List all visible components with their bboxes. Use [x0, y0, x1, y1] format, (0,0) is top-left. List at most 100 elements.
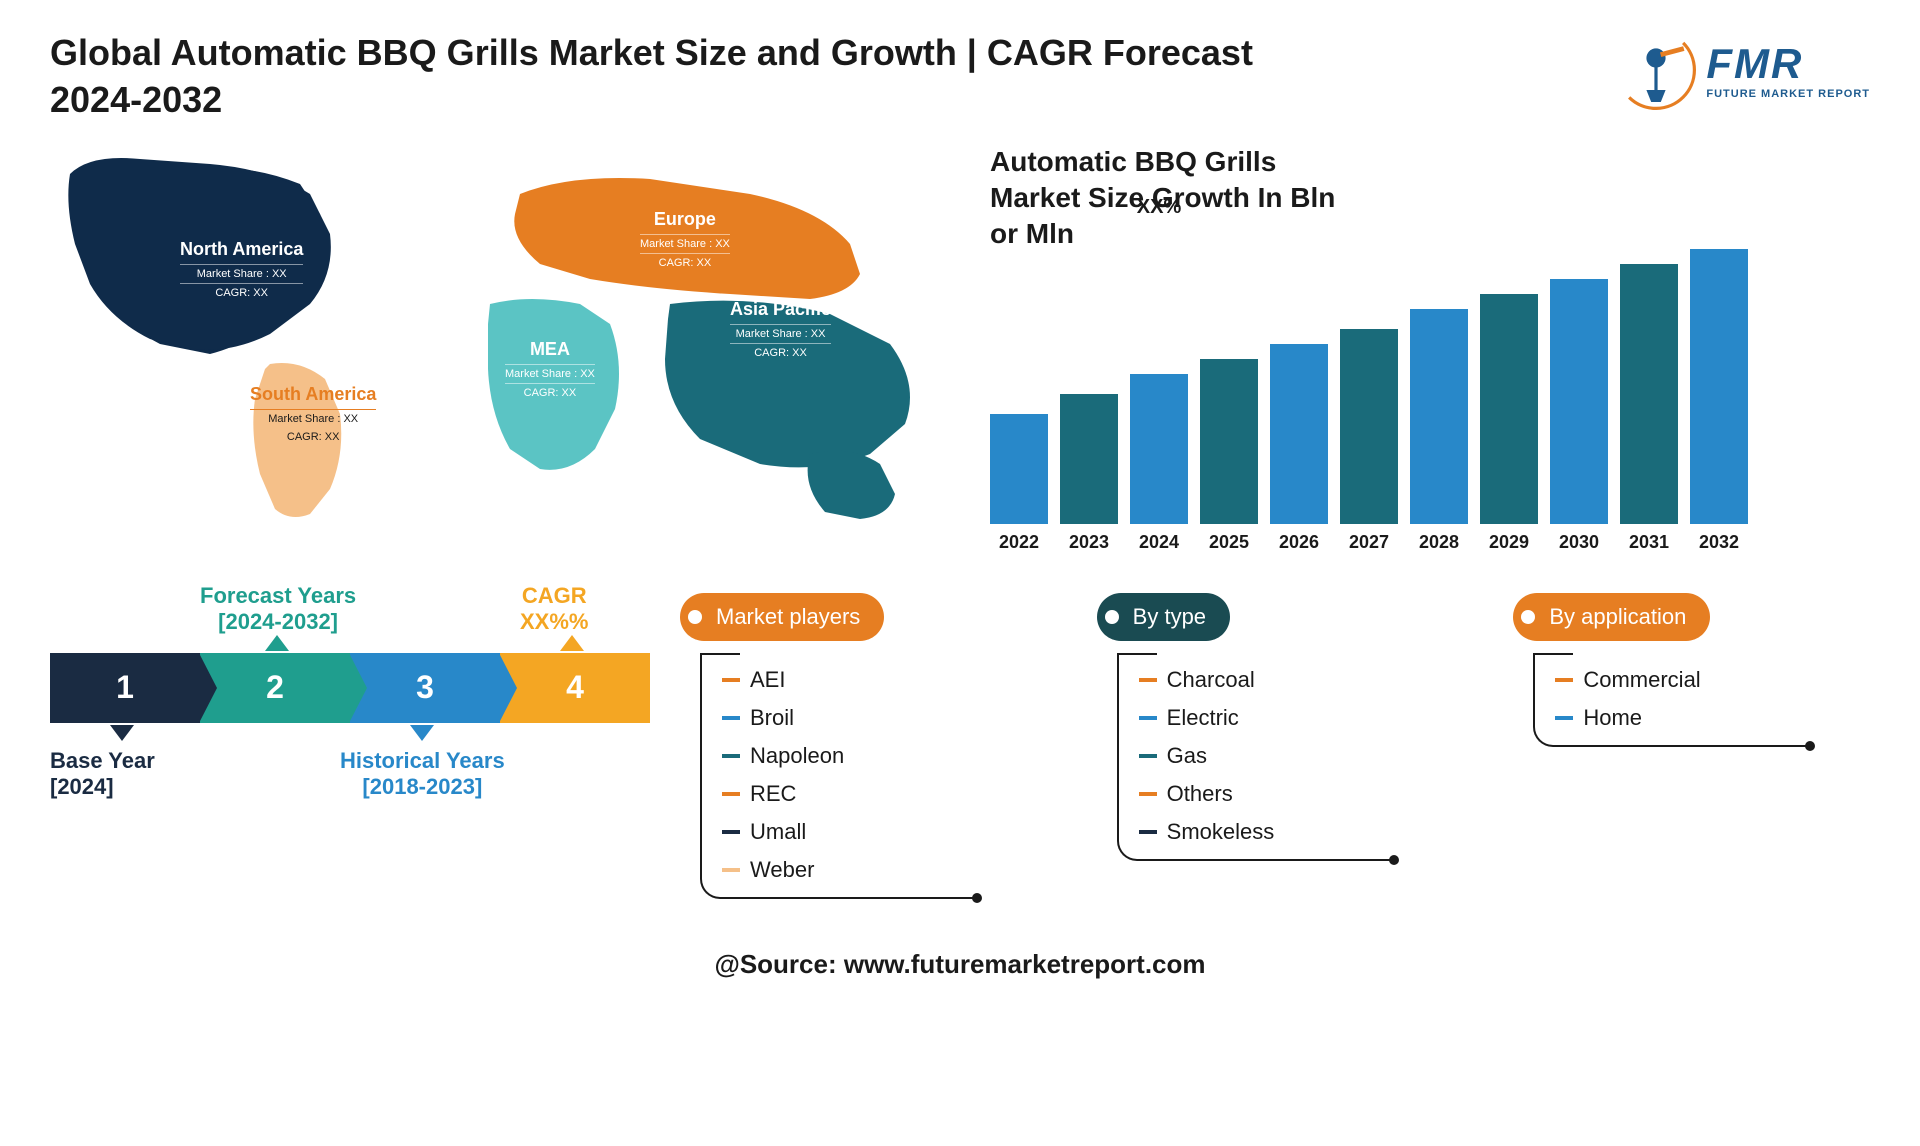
- map-sa-share: Market Share : XX: [250, 409, 376, 425]
- page-title: Global Automatic BBQ Grills Market Size …: [50, 30, 1350, 124]
- tick-icon: [722, 678, 740, 682]
- forecast-years-value: [2024-2032]: [200, 609, 356, 635]
- category-section: Market playersAEIBroilNapoleonRECUmallWe…: [680, 593, 1037, 899]
- bullet-icon: [1521, 610, 1535, 624]
- chart-bar: [1270, 344, 1328, 524]
- category-item-label: Home: [1583, 705, 1642, 731]
- category-item-label: AEI: [750, 667, 785, 693]
- bar-wrap: 2029: [1480, 294, 1538, 553]
- category-header: By application: [1513, 593, 1710, 641]
- category-item: Home: [1535, 699, 1813, 737]
- chart-bar: [1200, 359, 1258, 524]
- map-na-cagr: CAGR: XX: [180, 283, 303, 299]
- bar-wrap: 2022: [990, 414, 1048, 553]
- chart-bar: [1620, 264, 1678, 524]
- tick-icon: [1555, 678, 1573, 682]
- tick-icon: [1139, 678, 1157, 682]
- category-item: Smokeless: [1119, 813, 1397, 851]
- timeline-legend: Forecast Years [2024-2032] CAGR XX%% 1 2…: [50, 593, 650, 899]
- map-na-share: Market Share : XX: [180, 264, 303, 280]
- bar-year-label: 2023: [1069, 532, 1109, 553]
- category-item-label: Weber: [750, 857, 814, 883]
- step-2: 2: [200, 653, 350, 723]
- bullet-icon: [688, 610, 702, 624]
- tick-icon: [722, 792, 740, 796]
- step-4: 4: [500, 653, 650, 723]
- tick-icon: [1139, 716, 1157, 720]
- bar-wrap: 2025: [1200, 359, 1258, 553]
- map-sa-cagr: CAGR: XX: [250, 428, 376, 443]
- category-item-label: Others: [1167, 781, 1233, 807]
- map-eu-share: Market Share : XX: [640, 234, 730, 250]
- category-header: By type: [1097, 593, 1230, 641]
- bar-year-label: 2028: [1419, 532, 1459, 553]
- bar-year-label: 2022: [999, 532, 1039, 553]
- category-list: Charcoal Electric Gas Others Smokeless: [1117, 653, 1397, 861]
- category-item: Weber: [702, 851, 980, 889]
- base-year-value: [2024]: [50, 774, 155, 800]
- category-item-label: Gas: [1167, 743, 1207, 769]
- bar-year-label: 2031: [1629, 532, 1669, 553]
- map-mea-share: Market Share : XX: [505, 364, 595, 380]
- category-item-label: Napoleon: [750, 743, 844, 769]
- tick-icon: [722, 830, 740, 834]
- bar-wrap: 2028: [1410, 309, 1468, 553]
- world-map: North America Market Share : XX CAGR: XX…: [50, 144, 950, 524]
- timeline-steps: 1 2 3 4: [50, 653, 650, 723]
- step-3: 3: [350, 653, 500, 723]
- bar-year-label: 2030: [1559, 532, 1599, 553]
- category-item-label: Smokeless: [1167, 819, 1275, 845]
- category-header-text: By application: [1549, 604, 1686, 630]
- bar-year-label: 2026: [1279, 532, 1319, 553]
- bar-wrap: 2030: [1550, 279, 1608, 553]
- cagr-value: XX%%: [520, 609, 588, 635]
- category-header: Market players: [680, 593, 884, 641]
- category-item: Others: [1119, 775, 1397, 813]
- category-item: Charcoal: [1119, 661, 1397, 699]
- category-item: REC: [702, 775, 980, 813]
- chart-bar: [1130, 374, 1188, 524]
- chart-bar: [990, 414, 1048, 524]
- bar-wrap: XX%2032: [1690, 249, 1748, 553]
- map-ap-share: Market Share : XX: [730, 324, 831, 340]
- bar-wrap: 2027: [1340, 329, 1398, 553]
- bar-annotation: XX%: [1137, 196, 1181, 373]
- category-item-label: Broil: [750, 705, 794, 731]
- bar-year-label: 2025: [1209, 532, 1249, 553]
- bar-year-label: 2024: [1139, 532, 1179, 553]
- cagr-label: CAGR: [520, 583, 588, 609]
- historical-years-label: Historical Years: [340, 748, 505, 774]
- bar-wrap: 2031: [1620, 264, 1678, 553]
- tick-icon: [1139, 754, 1157, 758]
- category-item-label: REC: [750, 781, 796, 807]
- map-label-sa: South America: [250, 384, 376, 405]
- category-list: Commercial Home: [1533, 653, 1813, 747]
- tick-icon: [1555, 716, 1573, 720]
- category-header-text: By type: [1133, 604, 1206, 630]
- category-item: Napoleon: [702, 737, 980, 775]
- forecast-years-label: Forecast Years: [200, 583, 356, 609]
- map-ap-cagr: CAGR: XX: [730, 343, 831, 359]
- map-label-ap: Asia Pacific: [730, 299, 831, 320]
- chart-bar: [1410, 309, 1468, 524]
- category-section: By application Commercial Home: [1513, 593, 1870, 899]
- map-label-na: North America: [180, 239, 303, 260]
- bar-wrap: XX%2024: [1130, 374, 1188, 553]
- tick-icon: [722, 868, 740, 872]
- map-eu-cagr: CAGR: XX: [640, 253, 730, 269]
- step-1: 1: [50, 653, 200, 723]
- telescope-icon: [1616, 30, 1696, 110]
- category-section: By type Charcoal Electric Gas Others Smokeles…: [1097, 593, 1454, 899]
- base-year-label: Base Year: [50, 748, 155, 774]
- source-attribution: @Source: www.futuremarketreport.com: [50, 949, 1870, 980]
- growth-bar-chart: Automatic BBQ Grills Market Size Growth …: [990, 144, 1870, 553]
- category-list: AEIBroilNapoleonRECUmallWeber: [700, 653, 980, 899]
- bar-wrap: 2026: [1270, 344, 1328, 553]
- chart-bar: [1340, 329, 1398, 524]
- map-label-eu: Europe: [640, 209, 730, 230]
- bar-year-label: 2027: [1349, 532, 1389, 553]
- bullet-icon: [1105, 610, 1119, 624]
- category-item: Commercial: [1535, 661, 1813, 699]
- category-item: AEI: [702, 661, 980, 699]
- category-item-label: Electric: [1167, 705, 1239, 731]
